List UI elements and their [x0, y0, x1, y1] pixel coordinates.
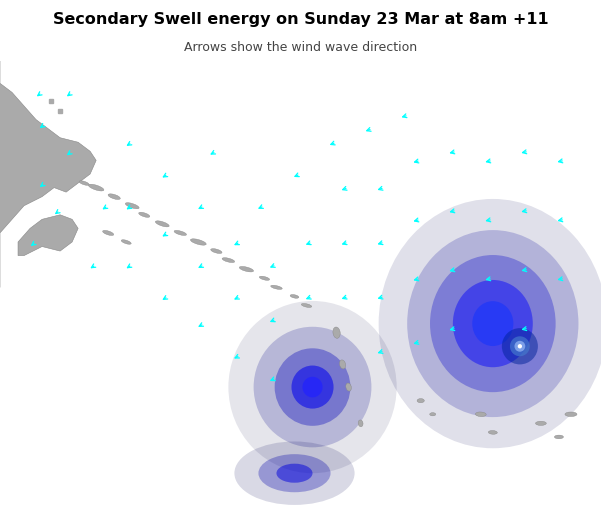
- Ellipse shape: [472, 301, 513, 346]
- Ellipse shape: [417, 399, 424, 402]
- Ellipse shape: [191, 239, 206, 245]
- Ellipse shape: [234, 442, 355, 505]
- Ellipse shape: [121, 240, 131, 244]
- Polygon shape: [0, 61, 96, 287]
- Ellipse shape: [259, 276, 270, 280]
- Ellipse shape: [156, 221, 169, 227]
- Ellipse shape: [108, 194, 120, 199]
- Ellipse shape: [88, 184, 104, 191]
- Ellipse shape: [510, 336, 530, 356]
- Ellipse shape: [379, 199, 601, 448]
- Ellipse shape: [103, 230, 114, 235]
- Ellipse shape: [301, 303, 312, 307]
- Ellipse shape: [275, 348, 350, 426]
- Ellipse shape: [290, 295, 299, 298]
- Ellipse shape: [502, 328, 538, 364]
- Ellipse shape: [302, 377, 323, 397]
- Ellipse shape: [346, 383, 352, 391]
- Ellipse shape: [291, 365, 334, 409]
- Ellipse shape: [254, 327, 371, 447]
- Polygon shape: [18, 215, 78, 255]
- Ellipse shape: [211, 249, 222, 253]
- Ellipse shape: [514, 341, 525, 352]
- Ellipse shape: [222, 258, 234, 263]
- Ellipse shape: [258, 454, 331, 492]
- Ellipse shape: [139, 212, 150, 217]
- Ellipse shape: [565, 412, 577, 416]
- Ellipse shape: [126, 203, 139, 209]
- Ellipse shape: [174, 230, 186, 235]
- Ellipse shape: [430, 413, 436, 416]
- Ellipse shape: [555, 435, 564, 439]
- Ellipse shape: [340, 360, 346, 369]
- Ellipse shape: [228, 301, 397, 473]
- Ellipse shape: [79, 181, 89, 186]
- Ellipse shape: [270, 285, 282, 289]
- Ellipse shape: [517, 344, 522, 348]
- Ellipse shape: [239, 266, 254, 272]
- Text: Secondary Swell energy on Sunday 23 Mar at 8am +11: Secondary Swell energy on Sunday 23 Mar …: [53, 12, 548, 27]
- Ellipse shape: [276, 464, 313, 483]
- Ellipse shape: [489, 431, 497, 434]
- Ellipse shape: [453, 280, 532, 367]
- Ellipse shape: [358, 420, 363, 427]
- Ellipse shape: [535, 421, 546, 426]
- Ellipse shape: [407, 230, 578, 417]
- Text: Arrows show the wind wave direction: Arrows show the wind wave direction: [184, 41, 417, 54]
- Ellipse shape: [475, 412, 486, 416]
- Ellipse shape: [333, 327, 340, 338]
- Ellipse shape: [430, 255, 555, 392]
